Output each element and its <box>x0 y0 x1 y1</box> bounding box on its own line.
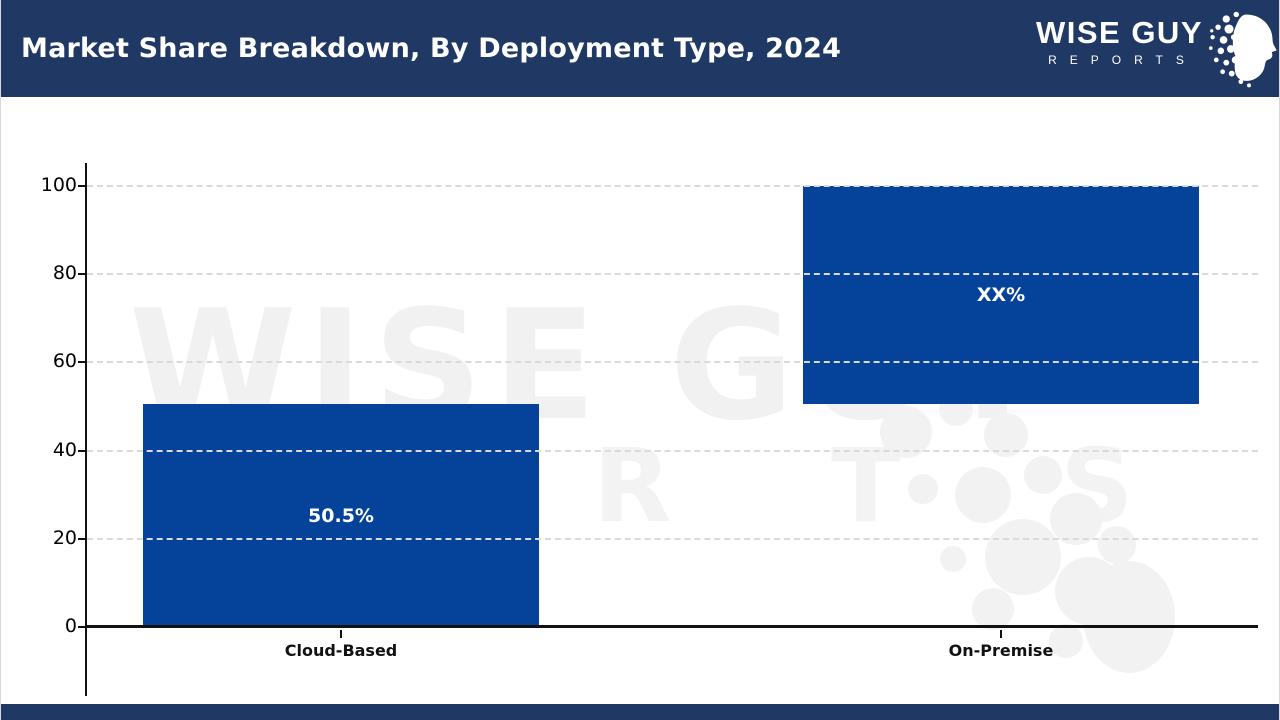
wise-guy-face-icon <box>1209 11 1277 88</box>
page-title: Market Share Breakdown, By Deployment Ty… <box>21 33 842 64</box>
wise-guy-logo: WISE GUY REPORTS <box>1035 15 1203 68</box>
logo-subtext: REPORTS <box>1048 53 1197 68</box>
gridline-80 <box>87 273 1258 276</box>
gridline-100 <box>87 185 1258 187</box>
x-category-label-on-premise: On-Premise <box>948 641 1054 660</box>
y-tick-mark-20 <box>78 537 86 540</box>
watermark-face-icon <box>880 392 1175 673</box>
y-tick-label-20: 20 <box>52 526 77 549</box>
gridline-20 <box>87 537 1258 540</box>
y-tick-label-60: 60 <box>52 350 77 373</box>
y-tick-label-40: 40 <box>52 438 77 461</box>
logo-wordmark: WISE GUY <box>1035 15 1203 50</box>
x-axis-line <box>85 625 1258 628</box>
header-bar: Market Share Breakdown, By Deployment Ty… <box>1 0 1279 97</box>
bar-value-label-cloud-based: 50.5% <box>308 504 374 527</box>
y-tick-mark-80 <box>78 273 86 276</box>
chart-area: WISE GUY R T S 0 20 40 60 80 100 50.5% XX% Cloud… <box>1 97 1279 704</box>
x-tick-mark-cloud-based <box>340 630 342 638</box>
y-axis-line <box>85 163 87 696</box>
y-tick-label-80: 80 <box>52 262 77 285</box>
bar-cloud-based: 50.5% <box>143 404 539 627</box>
y-tick-label-100: 100 <box>40 174 77 196</box>
y-tick-mark-60 <box>78 361 86 364</box>
gridline-40 <box>87 449 1258 452</box>
y-tick-mark-40 <box>78 449 86 452</box>
y-tick-mark-100 <box>78 185 86 187</box>
x-category-label-cloud-based: Cloud-Based <box>284 641 398 660</box>
bar-value-label-on-premise: XX% <box>976 284 1026 307</box>
y-tick-label-0: 0 <box>64 615 77 637</box>
gridline-60 <box>87 361 1258 364</box>
x-tick-mark-on-premise <box>1000 630 1002 638</box>
y-tick-mark-0 <box>78 626 86 628</box>
bar-on-premise: XX% <box>803 186 1199 405</box>
footer-bar <box>1 704 1279 720</box>
